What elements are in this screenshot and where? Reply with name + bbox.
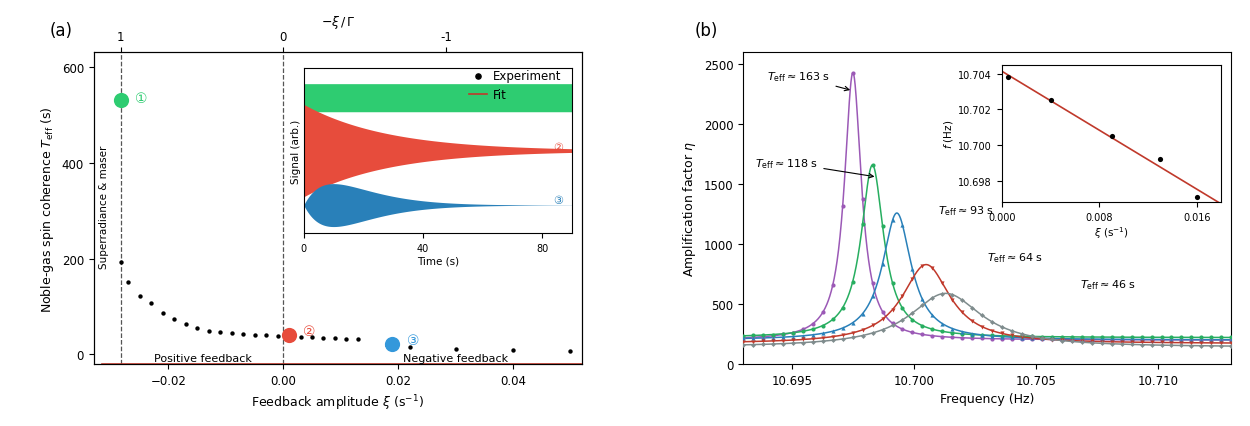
Text: $T_{\rm eff}\approx 93$ s: $T_{\rm eff}\approx 93$ s <box>939 204 994 217</box>
Point <box>279 332 299 339</box>
Text: (b): (b) <box>694 22 718 40</box>
Point <box>245 331 265 338</box>
Text: ①: ① <box>135 92 148 106</box>
Point <box>256 332 276 339</box>
Point <box>382 341 402 348</box>
Point <box>336 335 356 342</box>
Point <box>164 317 184 323</box>
Point <box>376 342 396 348</box>
Legend: Experiment, Fit: Experiment, Fit <box>465 65 566 106</box>
Point <box>400 344 420 351</box>
Y-axis label: Noble-gas spin coherence $T_{\rm eff}$ (s): Noble-gas spin coherence $T_{\rm eff}$ (… <box>39 106 56 312</box>
Point <box>560 348 580 354</box>
Point <box>130 292 150 299</box>
Point <box>199 327 219 334</box>
Text: Superradiance & maser: Superradiance & maser <box>99 145 109 268</box>
Point <box>111 259 131 266</box>
Text: (a): (a) <box>50 22 72 40</box>
Point <box>188 325 208 332</box>
Text: Negative feedback: Negative feedback <box>402 353 509 363</box>
Point <box>210 329 230 336</box>
Point <box>445 345 465 352</box>
Text: $T_{\rm eff}\approx 46$ s: $T_{\rm eff}\approx 46$ s <box>1080 278 1136 291</box>
Point <box>221 330 241 337</box>
Point <box>141 300 161 307</box>
Text: $T_{\rm eff}\approx 64$ s: $T_{\rm eff}\approx 64$ s <box>988 250 1042 264</box>
Y-axis label: Amplification factor $\eta$: Amplification factor $\eta$ <box>681 141 699 276</box>
Point <box>268 333 288 340</box>
Point <box>290 334 310 340</box>
Point <box>302 334 322 341</box>
Point <box>152 310 173 317</box>
Text: ③: ③ <box>406 333 419 347</box>
Text: $T_{\rm eff}\approx 118$ s: $T_{\rm eff}\approx 118$ s <box>755 156 874 178</box>
Point <box>119 279 139 285</box>
Point <box>503 346 522 353</box>
Point <box>348 336 368 343</box>
X-axis label: Feedback amplitude $\xi$ (s$^{-1}$): Feedback amplitude $\xi$ (s$^{-1}$) <box>251 392 424 412</box>
Point <box>176 321 196 328</box>
Text: $T_{\rm eff}\approx 163$ s: $T_{\rm eff}\approx 163$ s <box>768 70 849 92</box>
X-axis label: $-\xi\,/\,\Gamma$: $-\xi\,/\,\Gamma$ <box>320 14 355 32</box>
Point <box>232 331 253 338</box>
Point <box>314 334 334 341</box>
Point <box>279 333 299 340</box>
Text: ②: ② <box>304 325 316 339</box>
X-axis label: Frequency (Hz): Frequency (Hz) <box>940 392 1034 406</box>
Text: Positive feedback: Positive feedback <box>154 353 251 363</box>
Point <box>325 335 345 342</box>
Point <box>111 98 131 104</box>
